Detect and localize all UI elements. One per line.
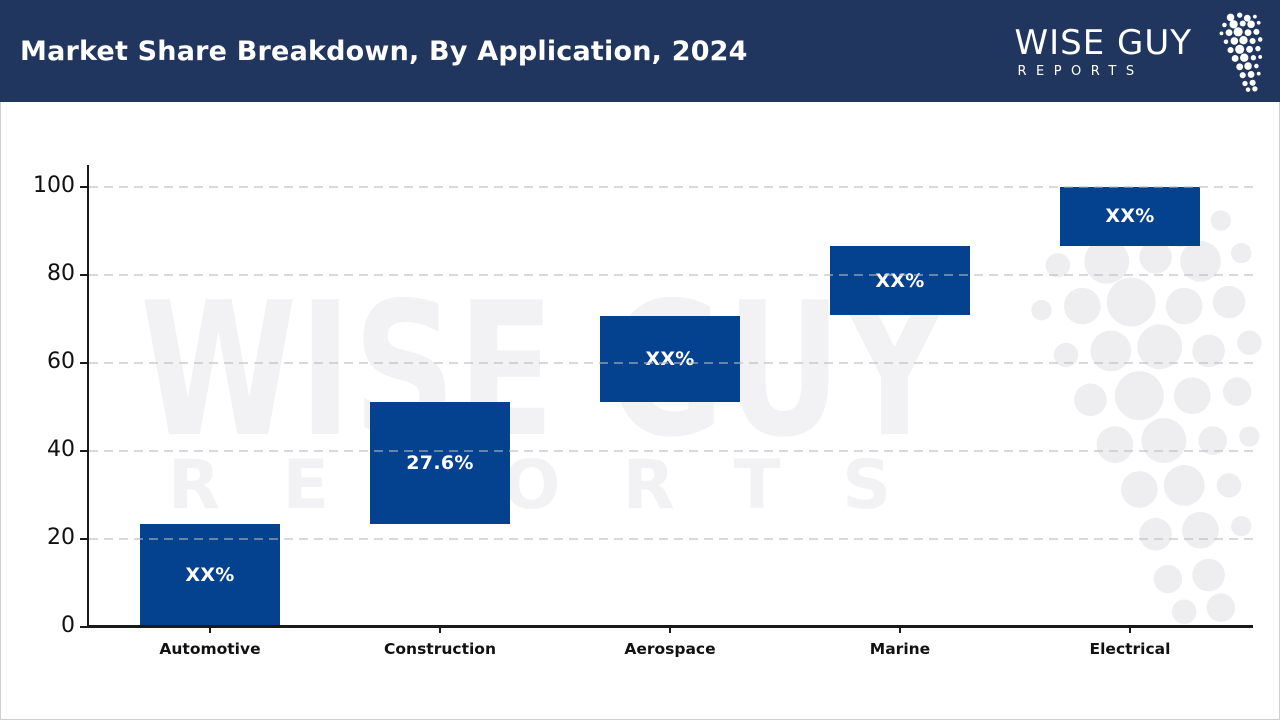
y-tick-mark — [80, 362, 87, 364]
category-label-aerospace: Aerospace — [624, 640, 716, 658]
bar-marine: XX% — [830, 245, 970, 316]
gridline — [89, 362, 1253, 364]
category-label-construction: Construction — [384, 640, 496, 658]
bar-value-label: XX% — [185, 564, 235, 587]
y-tick-label: 80 — [47, 261, 75, 286]
category-label-electrical: Electrical — [1089, 640, 1171, 658]
y-tick-mark — [80, 626, 87, 628]
brand-name: WISE GUY — [1014, 23, 1192, 63]
x-tick-mark — [899, 628, 901, 633]
header-bar: Market Share Breakdown, By Application, … — [0, 0, 1280, 102]
y-axis-line — [87, 165, 89, 627]
y-tick-mark — [80, 450, 87, 452]
bar-aerospace: XX% — [600, 315, 740, 403]
x-tick-mark — [1129, 628, 1131, 633]
chart-area: XX% 27.6% XX% XX% XX% — [87, 165, 1253, 627]
wiseguy-face-icon — [1219, 12, 1263, 92]
bar-automotive: XX% — [140, 523, 280, 627]
category-label-marine: Marine — [869, 640, 931, 658]
brand-logo: WISE GUY REPORTS — [1014, 9, 1264, 95]
x-tick-mark — [209, 628, 211, 633]
y-tick-mark — [80, 274, 87, 276]
gridline — [89, 538, 1253, 540]
x-tick-mark — [439, 628, 441, 633]
watermark-text-reports: REPORTS — [168, 446, 954, 525]
y-tick-label: 20 — [47, 525, 75, 550]
y-tick-label: 40 — [47, 437, 75, 462]
y-tick-label: 60 — [47, 349, 75, 374]
gridline — [89, 274, 1253, 276]
bar-value-label: XX% — [1105, 205, 1155, 228]
y-tick-label: 100 — [33, 173, 75, 198]
bar-value-label: XX% — [645, 347, 695, 370]
y-tick-mark — [80, 538, 87, 540]
x-axis-line — [87, 625, 1253, 628]
bar-value-label: 27.6% — [406, 451, 474, 474]
x-tick-mark — [669, 628, 671, 633]
gridline — [89, 450, 1253, 452]
bar-construction: 27.6% — [370, 402, 510, 524]
y-tick-label: 0 — [61, 613, 75, 638]
brand-subname: REPORTS — [1017, 64, 1144, 79]
gridline — [89, 186, 1253, 188]
bar-electrical: XX% — [1060, 187, 1200, 246]
category-label-automotive: Automotive — [159, 640, 261, 658]
page-title: Market Share Breakdown, By Application, … — [20, 35, 748, 67]
watermark-text-wiseguy: WISE GUY — [140, 262, 948, 478]
y-tick-mark — [80, 186, 87, 188]
